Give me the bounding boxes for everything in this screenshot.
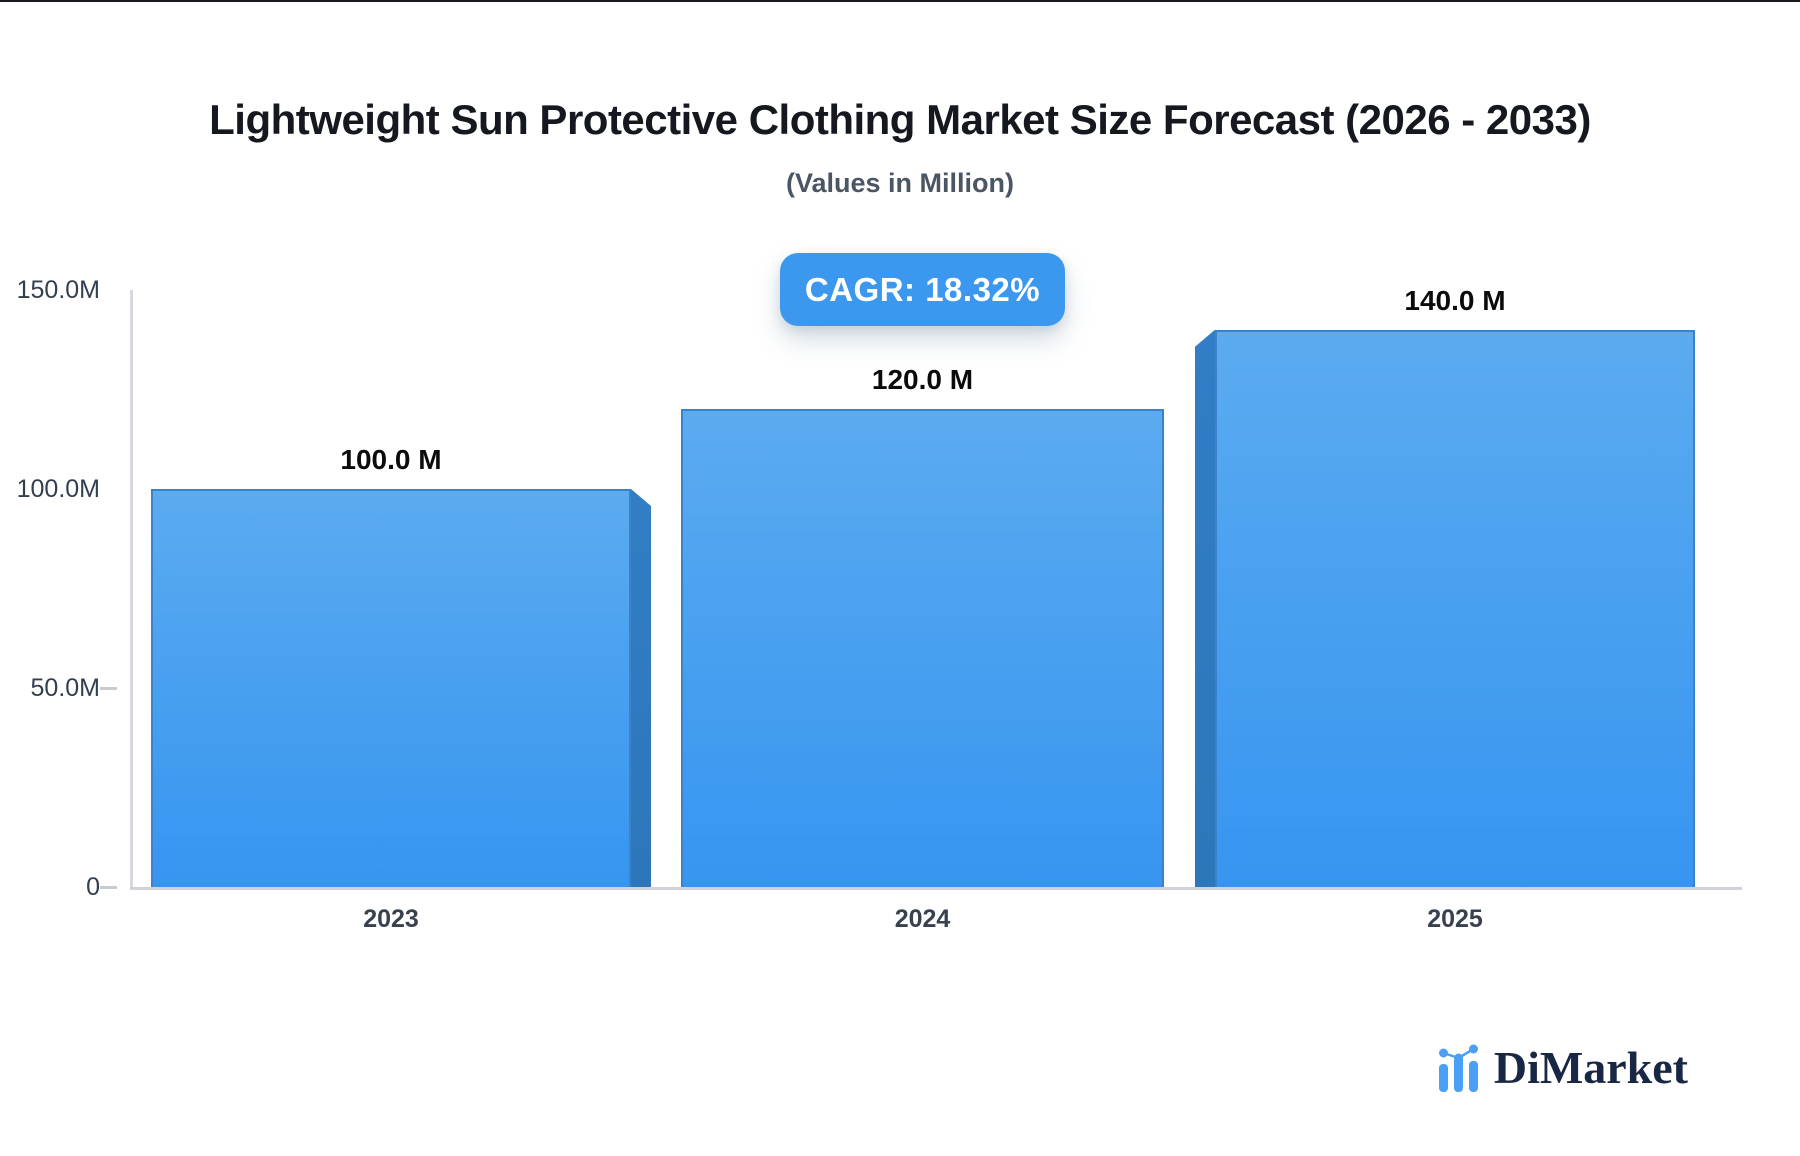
- x-axis-category-label: 2023: [363, 905, 419, 933]
- y-axis-tick-mark: [100, 886, 117, 889]
- x-axis-baseline: [130, 887, 1742, 890]
- brand-logo: DiMarket: [1437, 1041, 1688, 1094]
- bar-value-label: 140.0 M: [1404, 284, 1506, 316]
- bar-2024: [681, 409, 1164, 887]
- y-axis-tick-label: 100.0M: [16, 475, 100, 503]
- bar-2025: [1215, 329, 1695, 887]
- y-axis-tick-label: 150.0M: [16, 276, 100, 304]
- y-axis-tick-mark: [100, 687, 117, 690]
- x-axis-category-label: 2024: [894, 905, 951, 933]
- y-axis-line: [130, 290, 133, 890]
- y-axis-tick-label: 50.0M: [30, 674, 100, 702]
- y-axis-tick-label: 0: [86, 873, 100, 901]
- chart-subtitle: (Values in Million): [785, 168, 1015, 198]
- chart-title: Lightweight Sun Protective Clothing Mark…: [209, 96, 1591, 143]
- brand-logo-text: DiMarket: [1493, 1042, 1688, 1093]
- bar-3d-side: [631, 489, 651, 887]
- cagr-badge: CAGR: 18.32%: [780, 253, 1065, 326]
- x-axis-category-label: 2025: [1427, 905, 1483, 933]
- bar-value-label: 100.0 M: [340, 444, 442, 475]
- bar-chart-logo-icon: [1438, 1044, 1478, 1092]
- bar-3d-side: [1195, 329, 1215, 887]
- bar-value-label: 120.0 M: [871, 364, 974, 396]
- window-top-edge: [0, 0, 1800, 2]
- cagr-badge-label: CAGR: 18.32%: [804, 270, 1041, 308]
- bar-2023: [151, 489, 631, 887]
